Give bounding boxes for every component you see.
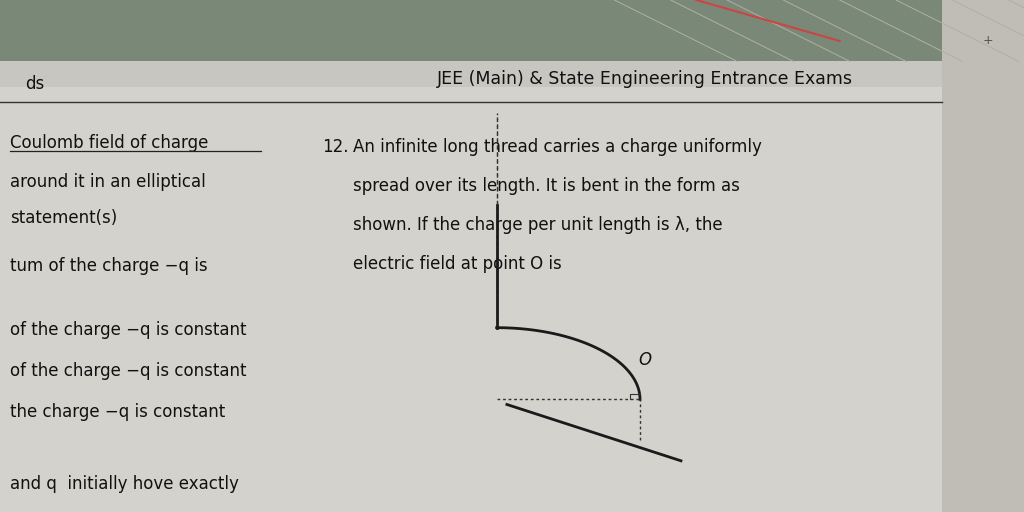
Text: and q  initially hove exactly: and q initially hove exactly xyxy=(10,475,240,493)
Text: of the charge −q is constant: of the charge −q is constant xyxy=(10,321,247,339)
Text: statement(s): statement(s) xyxy=(10,208,118,227)
Bar xyxy=(942,0,1024,512)
Text: +: + xyxy=(983,34,993,48)
Bar xyxy=(0,0,1024,61)
Text: electric field at point O is: electric field at point O is xyxy=(353,255,562,273)
Text: around it in an elliptical: around it in an elliptical xyxy=(10,173,206,191)
Bar xyxy=(0,61,1024,87)
Text: ds: ds xyxy=(26,75,45,94)
Text: An infinite long thread carries a charge uniformly: An infinite long thread carries a charge… xyxy=(353,138,762,156)
Text: of the charge −q is constant: of the charge −q is constant xyxy=(10,362,247,380)
Text: shown. If the charge per unit length is λ, the: shown. If the charge per unit length is … xyxy=(353,216,723,234)
Text: Coulomb field of charge: Coulomb field of charge xyxy=(10,134,209,153)
Text: spread over its length. It is bent in the form as: spread over its length. It is bent in th… xyxy=(353,177,740,195)
Text: the charge −q is constant: the charge −q is constant xyxy=(10,403,225,421)
Text: O: O xyxy=(639,351,651,369)
Text: tum of the charge −q is: tum of the charge −q is xyxy=(10,257,208,275)
Text: 12.: 12. xyxy=(323,138,349,156)
Text: JEE (Main) & State Engineering Entrance Exams: JEE (Main) & State Engineering Entrance … xyxy=(437,70,853,89)
